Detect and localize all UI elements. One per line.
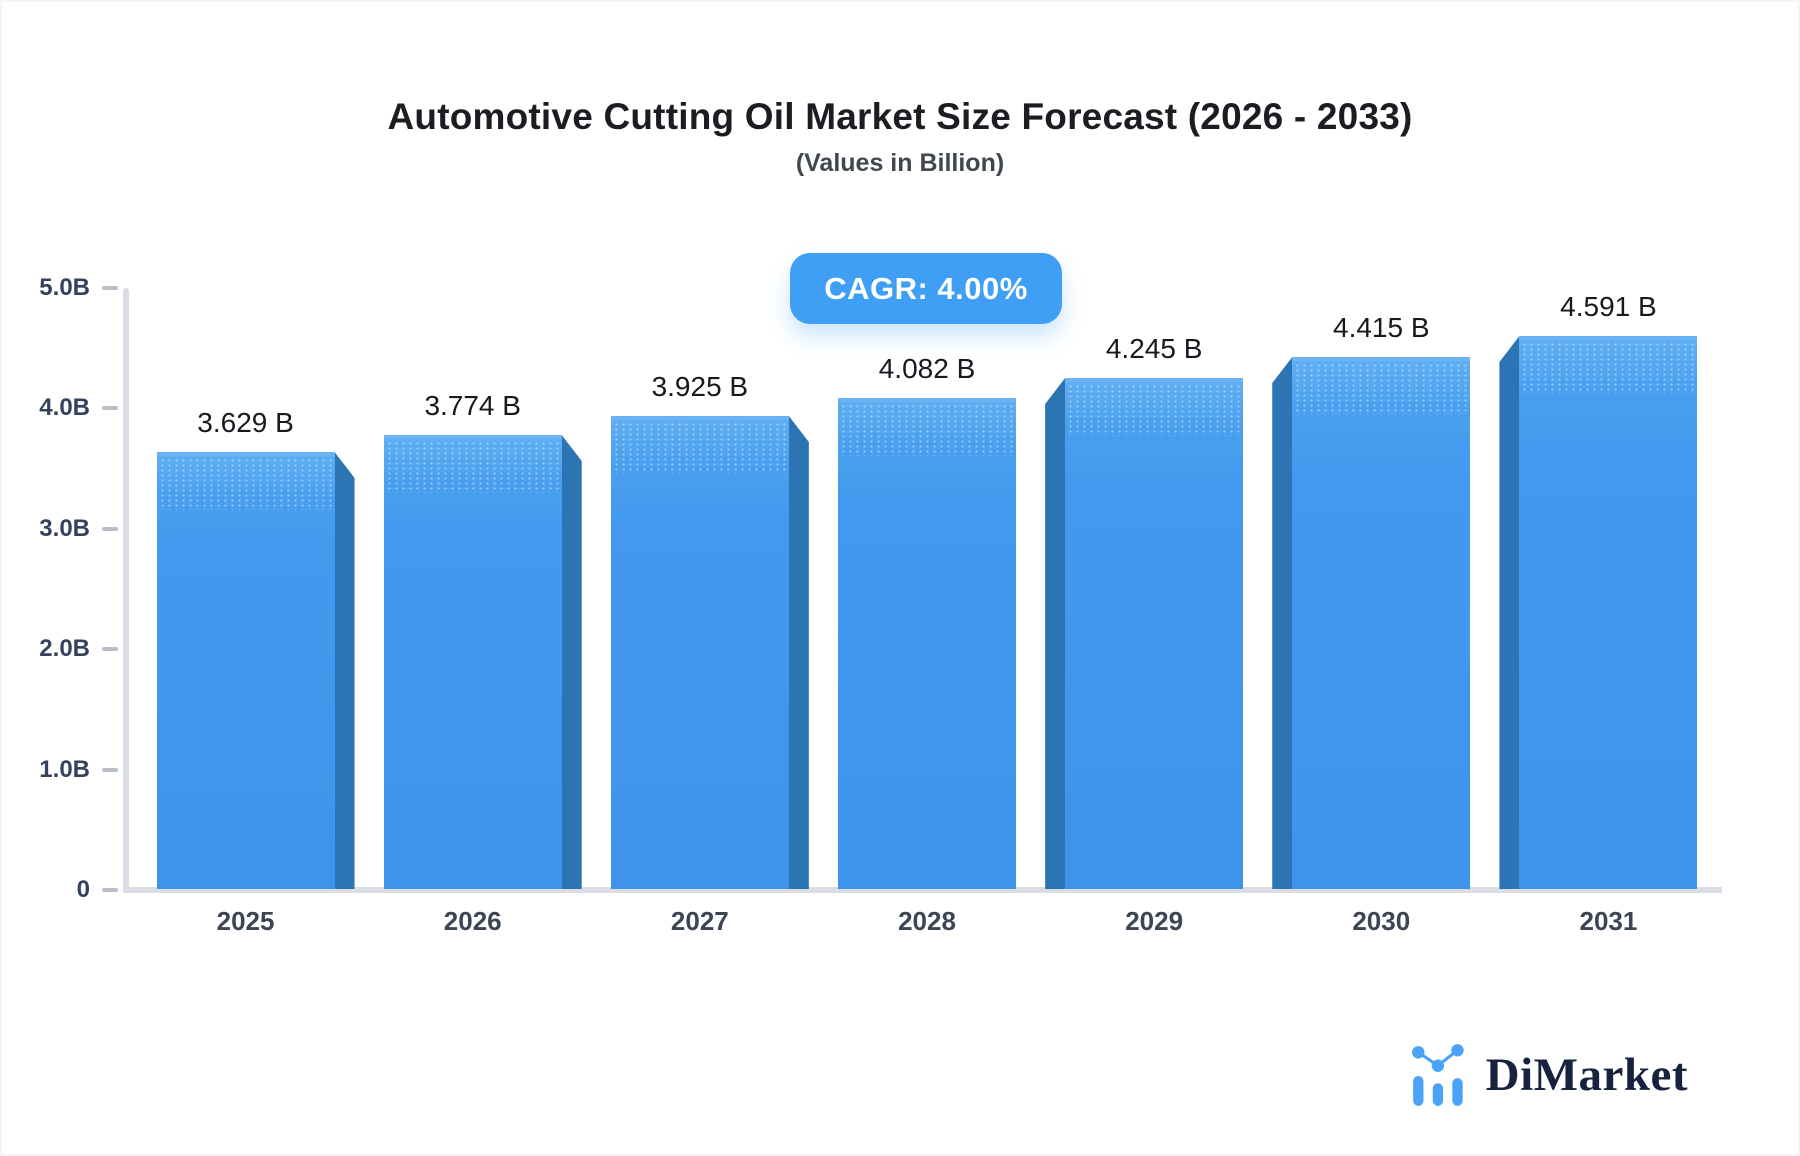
y-tick-mark: [102, 526, 118, 531]
bar-value-label: 4.245 B: [1105, 333, 1203, 364]
bar-2027: [610, 416, 809, 889]
bar-slot-2027: 3.925 B 2027: [586, 288, 813, 936]
brand-logo-text: DiMarket: [1485, 1049, 1688, 1101]
bar-value-label: 4.591 B: [1560, 291, 1657, 322]
bar-slot-2026: 3.774 B 2026: [359, 288, 586, 936]
y-tick-label: 2.0B: [39, 635, 90, 663]
x-tick-label-2029: 2029: [1125, 906, 1184, 936]
bar-side-face: [1272, 357, 1293, 889]
y-tick-label: 4.0B: [39, 394, 90, 422]
y-axis: 5.0B 4.0B 3.0B 2.0B 1.0B 0: [2, 274, 124, 903]
x-axis-line: [123, 887, 1722, 893]
bar-slot-2030: 4.415 B 2030: [1268, 288, 1495, 936]
y-tick-mark: [102, 888, 118, 892]
y-tick-2.0B: 2.0B: [12, 635, 124, 663]
x-tick-label-2031: 2031: [1579, 906, 1638, 936]
bar-chart-logo-icon: [1411, 1044, 1464, 1106]
bar-2028: [837, 398, 1016, 889]
bar-value-label: 4.415 B: [1333, 312, 1430, 343]
y-tick-label: 5.0B: [39, 274, 90, 301]
bar-2026: [383, 435, 582, 889]
bar-value-label: 4.082 B: [878, 353, 976, 384]
bar-2025: [156, 452, 355, 889]
x-tick-label-2028: 2028: [898, 906, 956, 936]
cagr-badge: CAGR: 4.00%: [790, 253, 1062, 324]
x-tick-label-2025: 2025: [216, 906, 275, 936]
x-tick-label-2030: 2030: [1352, 906, 1411, 936]
bar-value-label: 3.629 B: [197, 407, 294, 438]
x-tick-label-2026: 2026: [443, 906, 502, 936]
bar-2031: [1499, 336, 1698, 889]
bar-slot-2028: 4.082 B 2028: [813, 288, 1040, 936]
y-tick-mark: [102, 647, 118, 652]
y-tick-mark: [102, 286, 118, 290]
bar-value-label: 3.774 B: [424, 390, 521, 421]
y-axis-line: [123, 288, 129, 893]
chart-subtitle: (Values in Billion): [795, 149, 1005, 177]
bar-slot-2031: 4.591 B 2031: [1495, 288, 1722, 936]
brand-logo: DiMarket: [1410, 1042, 1688, 1108]
bar-2030: [1272, 357, 1471, 889]
y-tick-label: 0: [76, 876, 90, 903]
bar-side-face: [561, 435, 582, 889]
y-tick-0: 0: [12, 876, 124, 904]
y-tick-label: 3.0B: [39, 514, 90, 542]
chart-title: Automotive Cutting Oil Market Size Forec…: [387, 96, 1413, 137]
y-tick-mark: [102, 406, 118, 411]
bar-2029: [1045, 378, 1244, 889]
bar-side-face: [334, 452, 355, 889]
bar-side-face: [1499, 336, 1520, 889]
y-tick-4.0B: 4.0B: [12, 394, 124, 422]
bar-value-label: 3.925 B: [651, 371, 749, 402]
y-tick-5.0B: 5.0B: [12, 274, 124, 302]
bar-side-face: [788, 416, 809, 889]
y-tick-3.0B: 3.0B: [12, 515, 124, 543]
bar-slot-2025: 3.629 B 2025: [132, 288, 359, 936]
bar-series: 3.629 B 2025 3.774 B 2026 3.925 B 2027 4.082 B…: [132, 288, 1722, 936]
y-tick-1.0B: 1.0B: [12, 756, 124, 784]
bar-side-face: [1045, 378, 1066, 889]
bar-slot-2029: 4.245 B 2029: [1041, 288, 1268, 936]
plot-area: 3.629 B 2025 3.774 B 2026 3.925 B 2027 4.082 B…: [123, 288, 1722, 936]
x-tick-label-2027: 2027: [670, 906, 729, 936]
y-tick-mark: [102, 767, 118, 772]
y-tick-label: 1.0B: [39, 755, 90, 783]
